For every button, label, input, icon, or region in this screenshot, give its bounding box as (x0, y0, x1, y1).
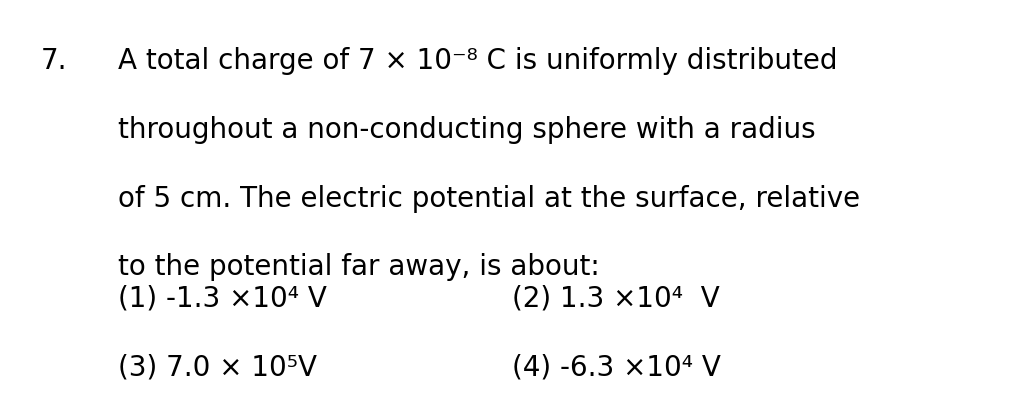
Text: of 5 cm. The electric potential at the surface, relative: of 5 cm. The electric potential at the s… (118, 185, 860, 213)
Text: to the potential far away, is about:: to the potential far away, is about: (118, 253, 599, 281)
Text: (2) 1.3 ×10⁴  V: (2) 1.3 ×10⁴ V (512, 285, 720, 313)
Text: 7.: 7. (41, 47, 68, 75)
Text: (3) 7.0 × 10⁵V: (3) 7.0 × 10⁵V (118, 354, 316, 382)
Text: throughout a non-conducting sphere with a radius: throughout a non-conducting sphere with … (118, 116, 815, 144)
Text: (4) -6.3 ×10⁴ V: (4) -6.3 ×10⁴ V (512, 354, 721, 382)
Text: (1) -1.3 ×10⁴ V: (1) -1.3 ×10⁴ V (118, 285, 327, 313)
Text: A total charge of 7 × 10⁻⁸ C is uniformly distributed: A total charge of 7 × 10⁻⁸ C is uniforml… (118, 47, 838, 75)
